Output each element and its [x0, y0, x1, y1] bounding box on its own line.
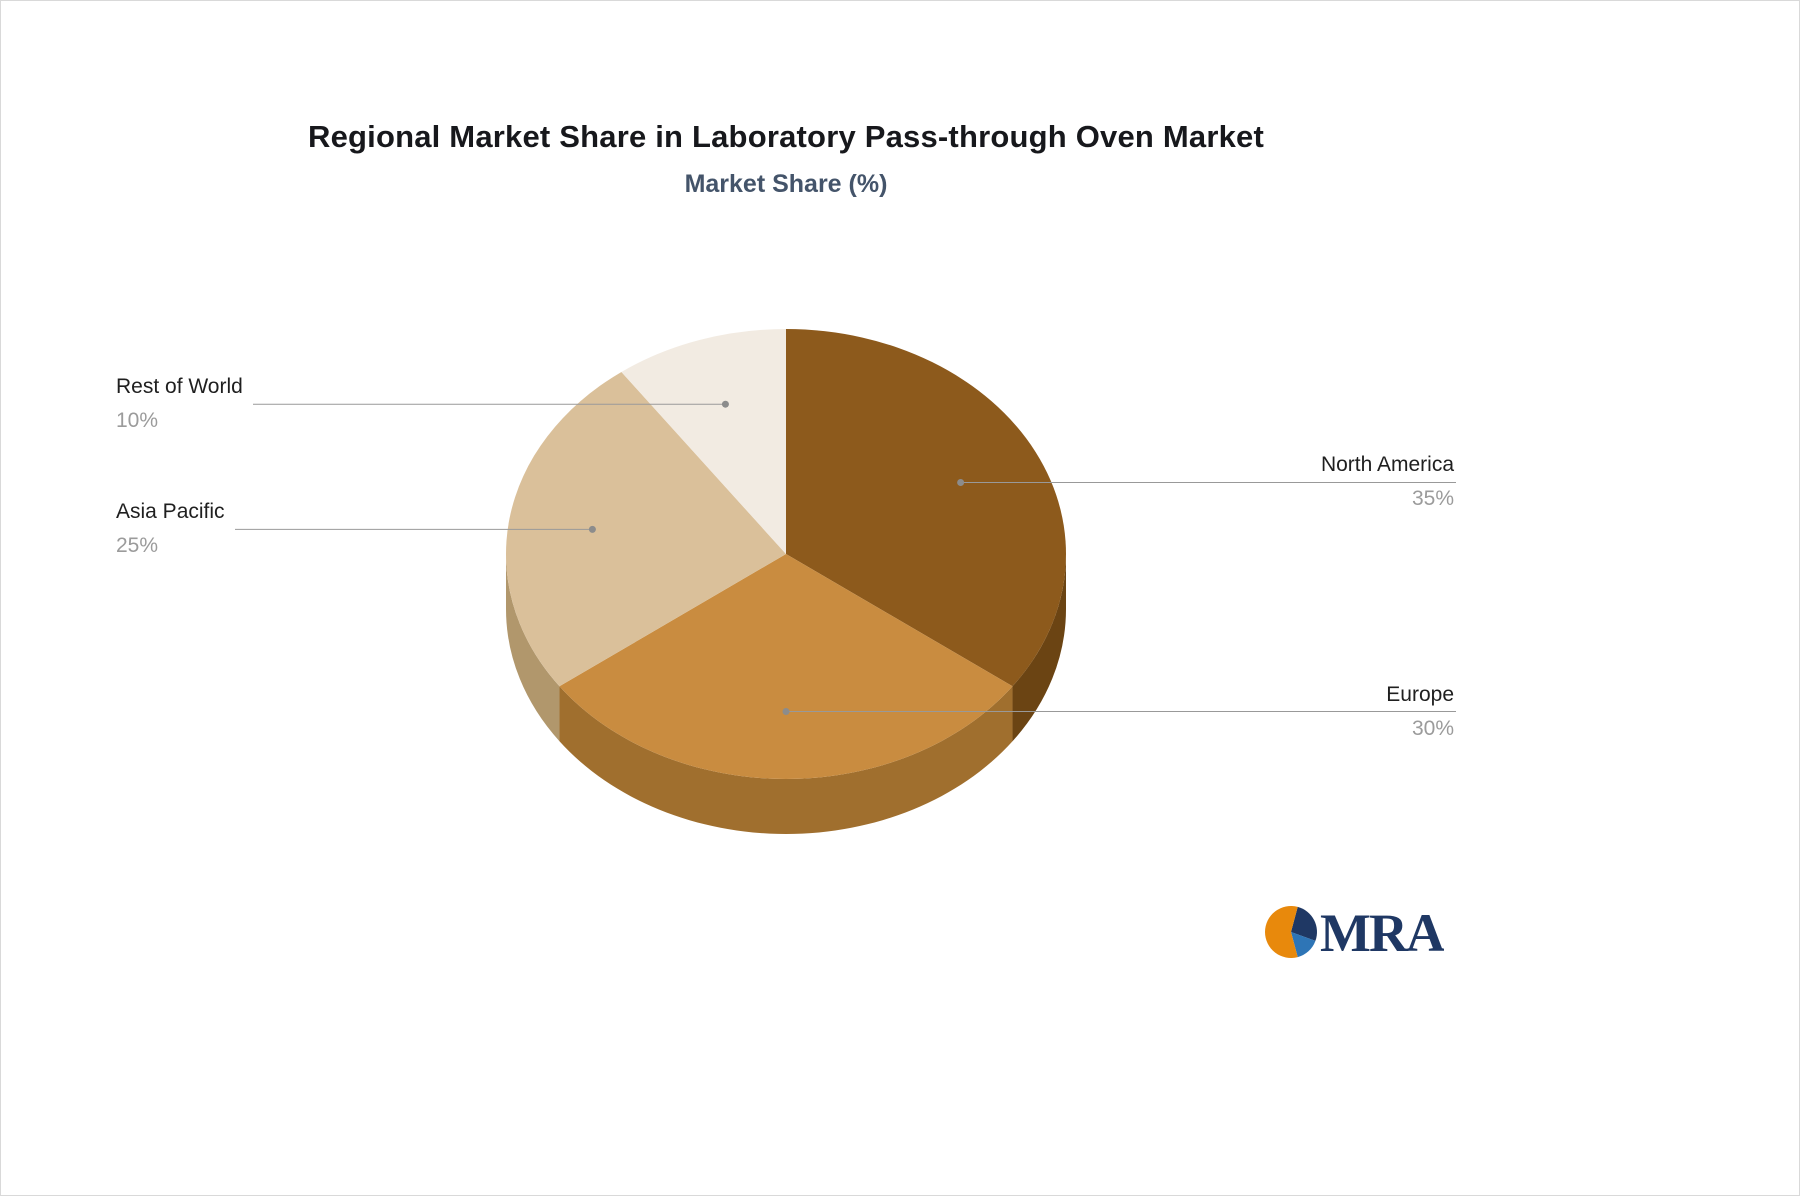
- slice-label-asia-pacific: Asia Pacific 25%: [116, 499, 225, 559]
- slice-label-name: Europe: [1386, 682, 1454, 706]
- brand-logo: MRA: [1264, 900, 1447, 968]
- slice-label-name: North America: [1320, 453, 1454, 477]
- slice-label-value: 30%: [1411, 716, 1454, 740]
- slice-label-value: 35%: [1411, 487, 1454, 511]
- slice-label-name: Rest of World: [116, 375, 243, 399]
- slice-label-value: 10%: [116, 409, 159, 433]
- slice-label-rest-of-world: Rest of World 10%: [116, 374, 243, 434]
- logo-graphic: MRA: [1265, 903, 1447, 963]
- slice-label-name: Asia Pacific: [116, 500, 225, 524]
- slice-label-value: 25%: [116, 534, 159, 558]
- slice-label-north-america: North America 35%: [1321, 452, 1454, 512]
- slice-label-europe: Europe 30%: [1386, 682, 1454, 742]
- logo-text: MRA: [1320, 903, 1444, 963]
- chart-subtitle: Market Share (%): [684, 170, 888, 198]
- page-title: Regional Market Share in Laboratory Pass…: [307, 119, 1264, 154]
- logo-pie-icon: [1265, 906, 1317, 958]
